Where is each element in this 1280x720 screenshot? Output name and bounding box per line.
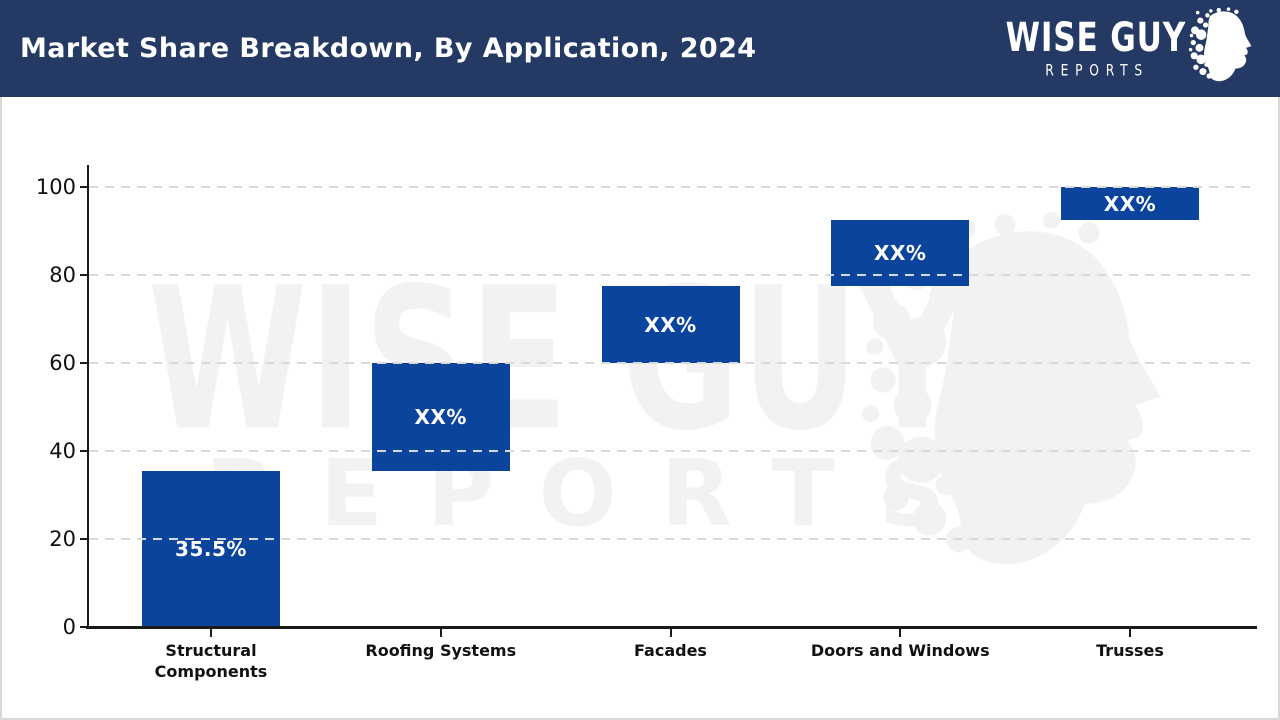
gridline <box>89 362 1257 364</box>
logo-sub-text: REPORTS <box>1045 60 1149 80</box>
logo-text: WISE GUY REPORTS <box>1005 17 1186 80</box>
watermark-name-text: WISE GUY <box>148 245 967 474</box>
y-axis-tick-label: 60 <box>49 351 76 375</box>
y-axis-tick <box>80 626 87 628</box>
logo-name-text: WISE GUY <box>1005 14 1186 61</box>
bar-segment: XX% <box>1061 187 1199 220</box>
x-axis-tick <box>210 629 212 637</box>
page-title: Market Share Breakdown, By Application, … <box>20 33 757 64</box>
gridline <box>89 450 1257 452</box>
x-axis-label: Trusses <box>1096 641 1164 660</box>
x-axis-line <box>86 626 1257 629</box>
watermark-sub-text: REPORTS <box>205 440 990 547</box>
bar-value-label: XX% <box>1103 191 1157 216</box>
x-axis-label: Facades <box>634 641 707 660</box>
x-axis-label: Structural Components <box>154 641 268 681</box>
gridline <box>89 538 1257 540</box>
y-axis-tick-label: 100 <box>35 175 76 199</box>
gridline <box>89 186 1257 188</box>
bar-segment: XX% <box>371 363 510 471</box>
y-axis-line <box>87 165 89 629</box>
gridline <box>89 274 1257 276</box>
x-axis-tick <box>669 629 672 637</box>
x-axis-label: Doors and Windows <box>810 641 990 660</box>
y-axis-tick <box>80 538 87 540</box>
bar-value-label: XX% <box>414 404 467 429</box>
y-axis-tick-label: 20 <box>49 527 76 551</box>
y-axis-tick <box>80 450 87 452</box>
logo-face-icon <box>1188 6 1254 91</box>
bar-value-label: XX% <box>644 312 697 337</box>
y-axis-tick-label: 80 <box>49 263 76 287</box>
bar-segment: XX% <box>831 220 970 286</box>
x-axis-label: Roofing Systems <box>365 641 517 660</box>
bar-value-label: XX% <box>874 241 927 265</box>
x-axis-tick <box>439 629 442 637</box>
y-axis-tick <box>80 362 87 364</box>
y-axis-tick <box>80 274 87 276</box>
x-axis-tick <box>899 629 902 637</box>
y-axis-tick <box>80 186 87 188</box>
y-axis-tick-label: 0 <box>62 615 76 639</box>
x-axis-tick <box>1129 629 1131 637</box>
y-axis-tick-label: 40 <box>49 439 76 463</box>
bar-segment: 35.5% <box>142 470 280 627</box>
bar-value-label: 35.5% <box>175 536 247 561</box>
bar-segment: XX% <box>601 286 740 363</box>
wise-guy-logo: WISE GUY REPORTS <box>966 6 1254 91</box>
header-bar: Market Share Breakdown, By Application, … <box>0 0 1280 97</box>
